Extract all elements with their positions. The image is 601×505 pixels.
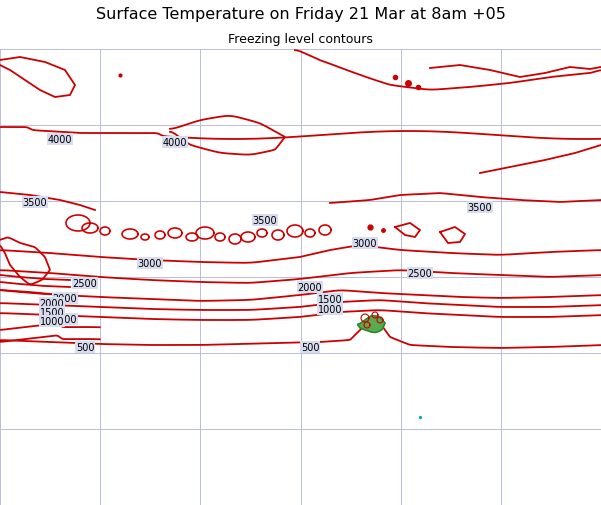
- Text: 3000: 3000: [353, 238, 377, 248]
- Text: 2500: 2500: [73, 278, 97, 288]
- Text: 1000: 1000: [53, 315, 78, 324]
- Text: 3500: 3500: [468, 203, 492, 213]
- Text: 4000: 4000: [163, 138, 188, 147]
- Text: Surface Temperature on Friday 21 Mar at 8am +05: Surface Temperature on Friday 21 Mar at …: [96, 7, 505, 21]
- Text: 500: 500: [300, 342, 319, 352]
- Text: 3000: 3000: [138, 259, 162, 269]
- Text: Freezing level contours: Freezing level contours: [228, 32, 373, 45]
- Text: 4000: 4000: [47, 135, 72, 145]
- Text: 2500: 2500: [407, 269, 432, 278]
- Polygon shape: [358, 316, 385, 333]
- Text: 2000: 2000: [297, 282, 322, 292]
- Text: 1500: 1500: [40, 308, 64, 317]
- Text: 2000: 2000: [40, 298, 64, 309]
- Text: 2000: 2000: [53, 293, 78, 304]
- Text: 1000: 1000: [40, 316, 64, 326]
- Text: 3500: 3500: [252, 216, 277, 226]
- Text: 1500: 1500: [318, 294, 343, 305]
- Text: 1000: 1000: [318, 305, 342, 315]
- Text: 500: 500: [76, 342, 94, 352]
- Text: 3500: 3500: [23, 197, 47, 208]
